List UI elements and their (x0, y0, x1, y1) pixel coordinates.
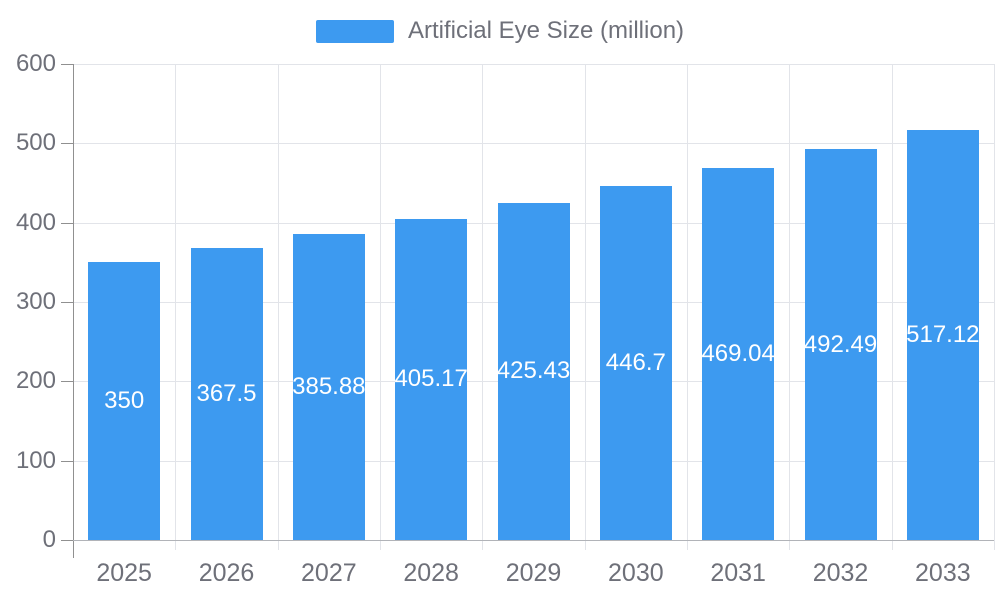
bar-value-label: 446.7 (605, 348, 666, 376)
gridline-vertical (380, 64, 381, 540)
y-axis-tick (61, 143, 73, 145)
y-axis-line (73, 64, 74, 558)
gridline-horizontal (73, 64, 994, 65)
x-axis-line (73, 540, 994, 541)
bar-2030 (599, 185, 672, 540)
y-axis-tick (61, 540, 73, 541)
bar-2028 (395, 218, 468, 540)
x-axis-tick (175, 540, 177, 550)
gridline-vertical (994, 64, 995, 540)
gridline-vertical (584, 64, 586, 540)
legend[interactable]: Artificial Eye Size (million) (0, 17, 1000, 45)
gridline-vertical (789, 64, 791, 540)
plot-area: 350 367.5 385.88 405.17 425.43 446.7 469.04 492… (73, 64, 995, 540)
bar-value-label: 385.88 (292, 372, 366, 400)
x-tick-label: 2027 (301, 559, 357, 587)
y-axis-tick (61, 302, 73, 303)
y-tick-label: 200 (15, 367, 56, 395)
x-axis-tick (687, 540, 688, 550)
x-tick-label: 2026 (198, 559, 255, 587)
bar-value-label: 469.04 (701, 339, 775, 367)
x-axis-tick (994, 540, 995, 550)
gridline-vertical (175, 64, 177, 540)
legend-swatch (315, 19, 394, 43)
bar-value-label: 492.49 (803, 330, 878, 358)
bar-2025 (88, 262, 161, 540)
x-tick-label: 2030 (608, 559, 664, 587)
y-tick-label: 500 (15, 129, 56, 157)
bar-value-label: 350 (104, 387, 145, 415)
bar-2032 (804, 149, 877, 540)
bar-2031 (702, 167, 775, 540)
gridline-vertical (482, 64, 484, 540)
y-tick-label: 600 (15, 50, 56, 77)
y-tick-label: 400 (15, 208, 56, 236)
bar-2033 (906, 129, 979, 540)
x-axis-tick (277, 540, 279, 550)
x-axis-tick (891, 540, 893, 550)
bar-2027 (292, 233, 365, 540)
x-tick-label: 2025 (96, 559, 152, 587)
gridline-horizontal (73, 143, 994, 145)
bar-2026 (190, 248, 263, 540)
x-axis-tick (380, 540, 381, 550)
x-axis-tick (482, 540, 484, 550)
gridline-vertical (891, 64, 893, 540)
x-tick-label: 2033 (915, 559, 971, 587)
x-axis-tick (584, 540, 586, 550)
bar-2029 (497, 202, 570, 540)
y-tick-label: 0 (42, 526, 56, 553)
x-tick-label: 2028 (403, 559, 459, 587)
y-axis-tick (61, 381, 73, 383)
bar-value-label: 517.12 (906, 320, 980, 348)
x-tick-label: 2032 (812, 559, 869, 587)
x-tick-label: 2029 (505, 559, 562, 587)
gridline-vertical (277, 64, 279, 540)
bar-value-label: 425.43 (496, 357, 571, 385)
y-axis-tick (61, 460, 73, 462)
gridline-vertical (687, 64, 688, 540)
y-axis-tick (61, 64, 73, 65)
y-tick-label: 100 (15, 446, 56, 474)
x-axis-tick (789, 540, 791, 550)
legend-label: Artificial Eye Size (million) (407, 17, 685, 44)
x-tick-label: 2031 (710, 559, 766, 587)
y-tick-label: 300 (15, 288, 56, 315)
bar-value-label: 367.5 (196, 380, 257, 408)
bar-value-label: 405.17 (394, 365, 468, 393)
y-axis-tick (61, 222, 73, 224)
